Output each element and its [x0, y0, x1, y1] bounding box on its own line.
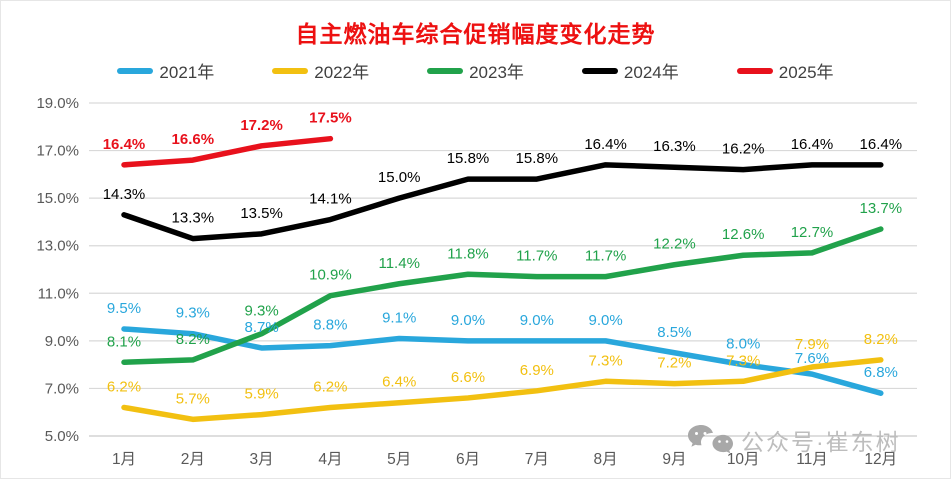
x-axis-tick-label: 3月 [250, 451, 274, 468]
data-label-2024年: 16.2% [722, 141, 765, 158]
data-label-2022年: 7.2% [657, 355, 691, 372]
data-label-2021年: 8.8% [313, 317, 347, 334]
x-axis-tick-label: 9月 [662, 451, 686, 468]
legend-swatch-2023年 [427, 67, 464, 74]
data-label-2022年: 6.9% [520, 362, 554, 379]
data-label-2021年: 6.8% [864, 364, 898, 381]
data-label-2025年: 16.4% [103, 136, 146, 153]
data-label-2022年: 5.9% [244, 386, 278, 403]
data-label-2022年: 7.3% [588, 352, 622, 369]
x-axis-tick-label: 12月 [864, 451, 897, 468]
legend-label: 2025年 [778, 63, 834, 82]
series-line-2022年 [121, 357, 884, 423]
legend-swatch-2025年 [736, 67, 773, 74]
data-label-2023年: 12.6% [722, 226, 765, 243]
x-axis-tick-label: 11月 [796, 451, 828, 468]
x-axis-tick-label: 6月 [456, 451, 480, 468]
data-label-2023年: 12.7% [791, 224, 834, 241]
y-axis-tick-label: 11.0% [38, 285, 79, 302]
data-label-2024年: 13.5% [240, 205, 283, 222]
chart-title: 自主燃油车综合促销幅度变化走势 [295, 21, 656, 47]
y-axis-tick-label: 7.0% [45, 380, 79, 397]
x-axis-tick-label: 1月 [112, 451, 136, 468]
data-label-2024年: 16.4% [860, 136, 903, 153]
data-label-2022年: 6.6% [451, 369, 485, 386]
legend-label: 2024年 [623, 63, 679, 82]
legend-swatch-2024年 [581, 67, 618, 74]
x-axis-tick-label: 8月 [594, 451, 618, 468]
data-label-2023年: 11.8% [447, 245, 488, 262]
data-label-2021年: 9.5% [107, 300, 141, 317]
y-axis-tick-label: 9.0% [45, 333, 79, 350]
y-axis-tick-label: 5.0% [45, 428, 79, 445]
data-label-2023年: 11.7% [585, 248, 626, 265]
data-label-2021年: 9.0% [588, 312, 622, 329]
series-line-2023年 [121, 226, 884, 366]
data-label-2021年: 8.7% [244, 319, 278, 336]
data-label-2021年: 9.0% [520, 312, 554, 329]
data-label-2023年: 9.3% [244, 303, 278, 320]
data-label-2023年: 12.2% [653, 236, 696, 253]
data-label-2023年: 10.9% [309, 267, 352, 284]
data-label-2024年: 16.4% [791, 136, 834, 153]
data-label-2022年: 6.2% [313, 378, 347, 395]
legend-item-2021年: 2021年 [117, 58, 214, 83]
data-label-2021年: 7.6% [795, 350, 829, 367]
data-label-2024年: 15.0% [378, 169, 421, 186]
data-label-2022年: 5.7% [176, 390, 210, 407]
legend-swatch-2022年 [272, 67, 309, 74]
x-axis-tick-label: 7月 [525, 451, 549, 468]
data-label-2025年: 16.6% [172, 131, 215, 148]
data-label-2022年: 6.4% [382, 374, 416, 391]
series-line-2021年 [121, 326, 884, 396]
data-label-2022年: 7.9% [795, 336, 829, 353]
y-axis-tick-label: 17.0% [36, 143, 79, 160]
series-line-2024年 [121, 162, 884, 242]
data-label-2024年: 14.3% [103, 186, 146, 203]
data-label-2023年: 11.7% [516, 248, 557, 265]
data-label-2025年: 17.2% [240, 117, 283, 134]
legend-item-2023年: 2023年 [427, 58, 524, 83]
x-axis-tick-label: 10月 [727, 451, 760, 468]
data-label-2021年: 8.5% [657, 324, 691, 341]
legend-label: 2023年 [469, 63, 524, 82]
y-axis-tick-label: 13.0% [36, 238, 79, 255]
series-line-2025年 [121, 135, 334, 168]
legend-item-2024年: 2024年 [581, 58, 679, 83]
legend-swatch-2021年 [117, 67, 154, 74]
legend-item-2022年: 2022年 [272, 58, 369, 83]
legend-label: 2021年 [159, 63, 215, 82]
data-label-2024年: 13.3% [172, 210, 215, 227]
data-label-2021年: 9.3% [176, 305, 210, 322]
data-label-2024年: 15.8% [516, 150, 559, 167]
data-label-2022年: 7.3% [726, 352, 760, 369]
data-label-2024年: 14.1% [309, 191, 352, 208]
data-label-2023年: 8.1% [107, 333, 141, 350]
data-label-2024年: 15.8% [447, 150, 490, 167]
data-label-2022年: 8.2% [864, 331, 898, 348]
data-label-2021年: 9.1% [382, 309, 416, 326]
x-axis-tick-label: 2月 [181, 451, 205, 468]
legend-label: 2022年 [314, 63, 370, 82]
y-axis-tick-label: 19.0% [36, 95, 79, 112]
data-label-2025年: 17.5% [309, 110, 352, 127]
chart-legend: 2021年 2022年 2023年 2024年 2025年 [1, 58, 950, 83]
data-label-2024年: 16.4% [584, 136, 627, 153]
data-label-2021年: 9.0% [451, 312, 485, 329]
y-axis-tick-label: 15.0% [36, 190, 79, 207]
data-label-2023年: 8.2% [176, 331, 210, 348]
x-axis-tick-label: 4月 [318, 451, 342, 468]
legend-item-2025年: 2025年 [736, 58, 834, 83]
data-label-2023年: 13.7% [860, 200, 903, 217]
x-axis-tick-label: 5月 [387, 451, 411, 468]
data-label-2022年: 6.2% [107, 378, 141, 395]
data-label-2023年: 11.4% [378, 255, 419, 272]
data-label-2021年: 8.0% [726, 336, 760, 353]
data-label-2024年: 16.3% [653, 138, 696, 155]
